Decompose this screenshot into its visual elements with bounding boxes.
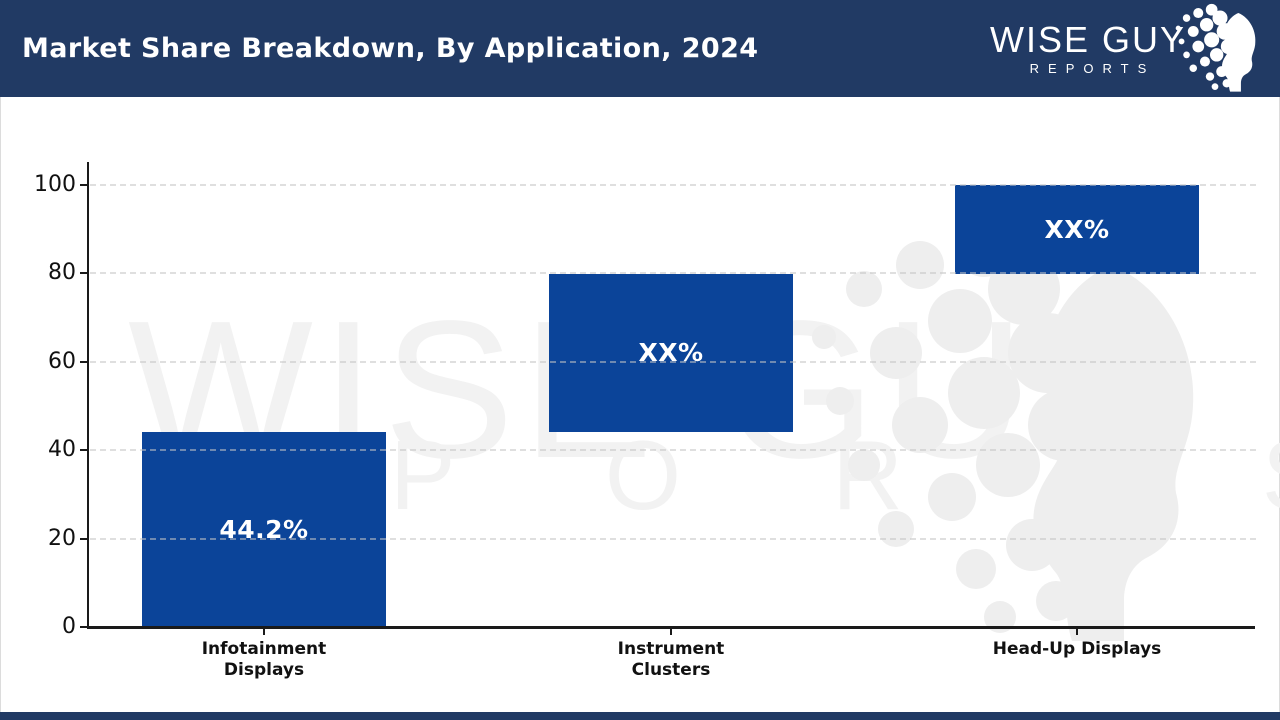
x-axis-line <box>87 626 1255 629</box>
logo-line2: REPORTS <box>1029 60 1156 76</box>
y-tick-label: 0 <box>62 614 76 639</box>
logo-line1: WISE GUY <box>989 18 1186 60</box>
bar-value-label: XX% <box>1044 215 1110 245</box>
x-tick-mark <box>1076 629 1078 635</box>
bar-value-label: XX% <box>638 338 704 368</box>
y-tick-label: 40 <box>48 437 76 463</box>
y-tick-mark <box>80 272 88 275</box>
y-tick-mark <box>80 184 88 186</box>
x-category-label: Head-Up Displays <box>992 639 1162 659</box>
x-tick-mark <box>263 629 265 635</box>
y-gridline <box>90 537 1256 540</box>
y-gridline <box>90 184 1256 186</box>
y-tick-mark <box>80 626 88 628</box>
bar-segment: XX% <box>955 185 1199 275</box>
y-tick-label: 80 <box>48 260 76 286</box>
x-tick-mark <box>670 629 672 635</box>
x-category-label: Infotainment Displays <box>201 639 327 680</box>
y-gridline <box>90 449 1256 452</box>
bar-segment: XX% <box>549 274 793 432</box>
header-band: Market Share Breakdown, By Application, … <box>0 0 1280 97</box>
y-tick-label: 100 <box>34 172 76 197</box>
x-category-label: Instrument Clusters <box>617 639 725 680</box>
y-axis-line <box>87 162 89 628</box>
y-gridline <box>90 360 1256 363</box>
logo-wordmark: WISE GUY REPORTS <box>989 18 1186 76</box>
y-tick-mark <box>80 360 88 363</box>
y-tick-label: 60 <box>48 348 76 374</box>
y-tick-label: 20 <box>48 525 76 551</box>
logo-face-dots-icon <box>1175 3 1256 92</box>
y-tick-mark <box>80 449 88 452</box>
chart-title: Market Share Breakdown, By Application, … <box>22 33 759 64</box>
bar-segment: 44.2% <box>142 431 386 627</box>
y-tick-mark <box>80 537 88 540</box>
y-gridline <box>90 272 1256 275</box>
wise-guy-reports-logo: WISE GUY REPORTS <box>990 3 1258 95</box>
footer-band <box>0 712 1280 720</box>
